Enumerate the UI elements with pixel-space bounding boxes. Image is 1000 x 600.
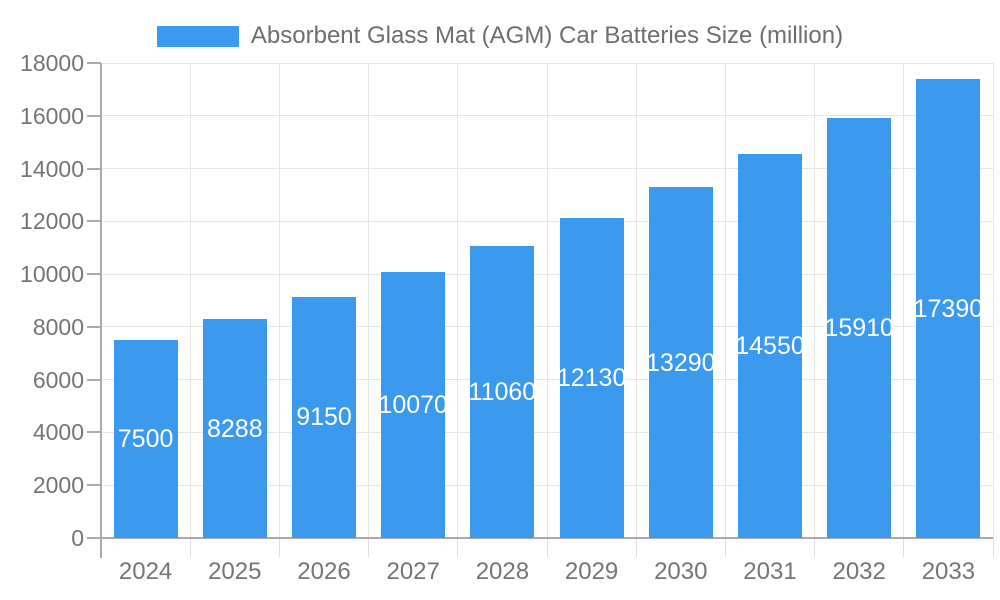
x-axis-tick — [903, 538, 905, 557]
y-tick-label: 14000 — [20, 155, 84, 182]
y-tick-label: 0 — [71, 525, 84, 551]
bar[interactable] — [381, 272, 446, 538]
y-tick-label: 6000 — [32, 366, 84, 393]
bar-value-label: 8288 — [206, 414, 263, 443]
gridline-vertical — [368, 63, 370, 538]
legend-label: Absorbent Glass Mat (AGM) Car Batteries … — [250, 22, 844, 49]
y-axis-tick — [87, 220, 101, 223]
y-tick-label: 18000 — [20, 50, 84, 76]
y-tick-label: 16000 — [20, 102, 84, 129]
bar-value-label: 10070 — [378, 391, 448, 420]
bar[interactable] — [113, 340, 178, 538]
y-axis-tick — [87, 325, 101, 328]
gridline-vertical — [278, 63, 280, 538]
bar-value-label: 14550 — [735, 332, 805, 361]
bar-value-label: 15910 — [824, 314, 894, 343]
y-tick-label: 12000 — [20, 208, 84, 235]
bar-value-label: 9150 — [296, 403, 352, 432]
bar-value-label: 12130 — [556, 363, 627, 392]
x-axis-tick — [546, 538, 548, 557]
x-axis-tick — [189, 538, 191, 557]
bar[interactable] — [559, 217, 624, 538]
bar[interactable] — [470, 246, 535, 538]
gridline-vertical — [635, 63, 637, 538]
bar[interactable] — [202, 319, 267, 538]
gridline-vertical — [814, 63, 816, 538]
gridline-vertical — [457, 63, 459, 538]
bar[interactable] — [292, 296, 356, 538]
gridline-vertical — [903, 63, 905, 538]
y-tick-label: 2000 — [32, 472, 84, 499]
x-tick-label: 2028 — [475, 558, 530, 585]
bar[interactable] — [648, 187, 713, 538]
gridline-vertical — [546, 63, 548, 538]
x-tick-label: 2033 — [921, 558, 976, 585]
x-axis-tick — [992, 538, 994, 557]
bar-value-label: 13290 — [646, 348, 716, 377]
y-axis-tick — [87, 484, 101, 487]
bar[interactable] — [827, 118, 892, 538]
bar-value-label: 7500 — [117, 425, 174, 454]
y-tick-label: 10000 — [20, 261, 84, 288]
x-tick-label: 2027 — [386, 558, 440, 585]
y-axis-tick — [87, 378, 101, 381]
gridline-vertical — [724, 63, 726, 538]
legend-swatch-icon — [156, 25, 239, 47]
y-tick-label: 4000 — [32, 419, 84, 446]
x-tick-label: 2025 — [208, 558, 262, 585]
x-tick-label: 2032 — [832, 558, 886, 585]
gridline-vertical — [189, 63, 191, 538]
bar[interactable] — [738, 154, 802, 538]
y-axis-tick — [87, 273, 101, 276]
y-axis-tick — [87, 431, 101, 434]
x-axis-tick — [635, 538, 637, 557]
x-tick-label: 2026 — [297, 558, 351, 585]
x-tick-label: 2024 — [118, 558, 173, 585]
x-axis-tick — [814, 538, 816, 557]
y-tick-label: 8000 — [32, 313, 84, 340]
bar[interactable] — [916, 79, 981, 538]
legend[interactable]: Absorbent Glass Mat (AGM) Car Batteries … — [0, 22, 1000, 50]
x-axis-tick — [457, 538, 459, 557]
x-axis-tick — [724, 538, 726, 557]
gridline-vertical — [992, 63, 994, 538]
y-axis-tick — [87, 62, 101, 64]
x-tick-label: 2030 — [654, 558, 708, 585]
bar-value-label: 11060 — [468, 378, 537, 407]
y-axis-tick — [87, 167, 101, 170]
bar-value-label: 17390 — [913, 294, 984, 323]
x-tick-label: 2031 — [743, 558, 797, 585]
y-axis-tick — [87, 114, 101, 117]
x-tick-label: 2029 — [564, 558, 619, 585]
x-axis-line — [87, 537, 993, 539]
x-axis-tick — [368, 538, 370, 557]
x-axis-tick — [278, 538, 280, 557]
y-axis-line — [100, 63, 102, 558]
